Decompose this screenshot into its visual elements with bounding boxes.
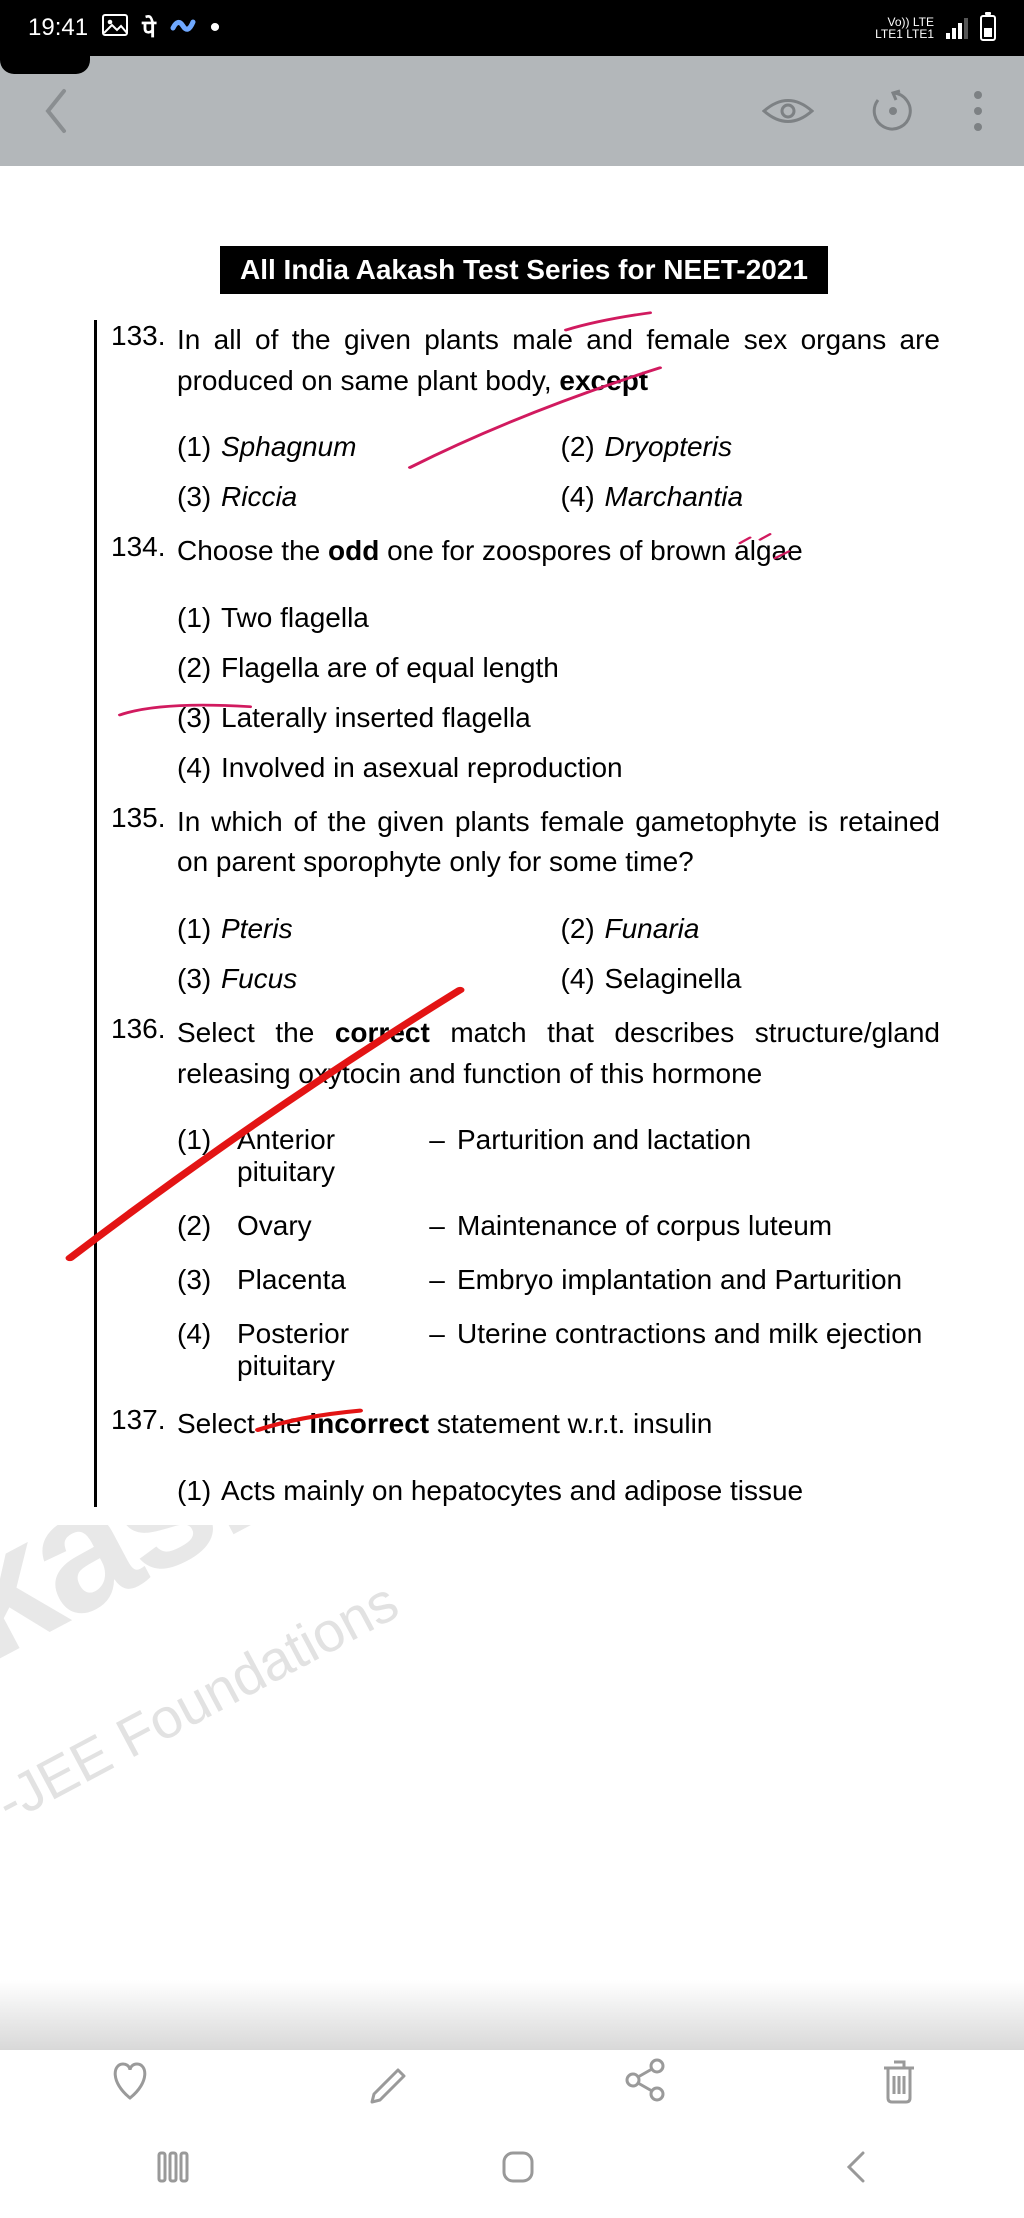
question-number: 136. <box>111 1013 177 1045</box>
system-navbar <box>0 2120 1024 2218</box>
trash-icon[interactable] <box>878 2056 920 2104</box>
eye-icon[interactable] <box>762 94 814 128</box>
share-icon[interactable] <box>621 2056 669 2104</box>
question: 134.Choose the odd one for zoospores of … <box>111 531 944 572</box>
option[interactable]: (3)Laterally inserted flagella <box>177 702 944 734</box>
option[interactable]: (4)Selaginella <box>561 963 945 995</box>
heart-icon[interactable] <box>105 2058 155 2102</box>
option[interactable]: (1)Two flagella <box>177 602 944 634</box>
question-number: 133. <box>111 320 177 352</box>
question-list: 133.In all of the given plants male and … <box>94 320 944 1507</box>
nav-recent[interactable] <box>153 2147 193 2192</box>
nav-back[interactable] <box>843 2147 871 2192</box>
question-text: Select the incorrect statement w.r.t. in… <box>177 1404 940 1445</box>
question: 137.Select the incorrect statement w.r.t… <box>111 1404 944 1445</box>
status-net2: LTE1 LTE1 <box>875 28 934 40</box>
match-option[interactable]: (3)Placenta–Embryo implantation and Part… <box>177 1264 944 1296</box>
app-toolbar <box>0 56 1024 166</box>
option[interactable]: (2)Flagella are of equal length <box>177 652 944 684</box>
pe-icon: पे <box>142 12 156 45</box>
match-option[interactable]: (4)Posterior pituitary–Uterine contracti… <box>177 1318 944 1382</box>
question-number: 137. <box>111 1404 177 1436</box>
question-text: In which of the given plants female game… <box>177 802 940 883</box>
gallery-icon <box>102 14 128 43</box>
exam-banner: All India Aakash Test Series for NEET-20… <box>220 246 828 294</box>
edit-icon[interactable] <box>364 2056 412 2104</box>
bottom-fade <box>0 1980 1024 2050</box>
status-bar: 19:41 पे • Vo)) LTE LTE1 LTE1 <box>0 0 1024 56</box>
question-text: Select the correct match that describes … <box>177 1013 940 1094</box>
floating-toolbar <box>0 2050 1024 2110</box>
option[interactable]: (1)Acts mainly on hepatocytes and adipos… <box>177 1475 944 1507</box>
nav-home[interactable] <box>498 2147 538 2192</box>
question-text: In all of the given plants male and fema… <box>177 320 940 401</box>
match-option[interactable]: (2)Ovary–Maintenance of corpus luteum <box>177 1210 944 1242</box>
option[interactable]: (3)Riccia <box>177 481 561 513</box>
notch-overflow <box>0 56 90 74</box>
option[interactable]: (1)Pteris <box>177 913 561 945</box>
question: 135.In which of the given plants female … <box>111 802 944 883</box>
battery-icon <box>980 15 996 41</box>
swirl-icon <box>170 14 196 43</box>
more-icon[interactable] <box>972 89 984 133</box>
question-number: 134. <box>111 531 177 563</box>
status-time: 19:41 <box>28 14 88 42</box>
option[interactable]: (4)Involved in asexual reproduction <box>177 752 944 784</box>
question-text: Choose the odd one for zoospores of brow… <box>177 531 940 572</box>
back-button[interactable] <box>40 85 74 137</box>
match-option[interactable]: (1)Anterior pituitary–Parturition and la… <box>177 1124 944 1188</box>
rotate-icon[interactable] <box>870 88 916 134</box>
dot-icon: • <box>210 23 221 33</box>
option[interactable]: (1)Sphagnum <box>177 431 561 463</box>
option[interactable]: (2)Funaria <box>561 913 945 945</box>
question: 133.In all of the given plants male and … <box>111 320 944 401</box>
signal-icon <box>946 18 968 39</box>
option[interactable]: (3)Fucus <box>177 963 561 995</box>
question: 136.Select the correct match that descri… <box>111 1013 944 1094</box>
option[interactable]: (2)Dryopteris <box>561 431 945 463</box>
option[interactable]: (4)Marchantia <box>561 481 945 513</box>
question-number: 135. <box>111 802 177 834</box>
